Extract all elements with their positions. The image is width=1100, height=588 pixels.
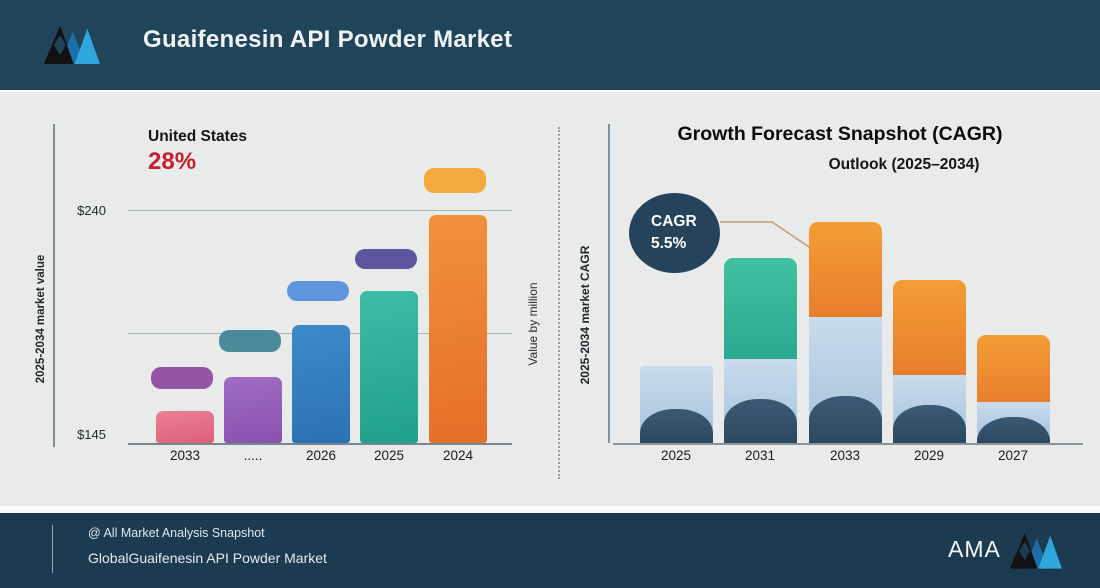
left-chart-highlight: 28% [148,148,197,175]
x-axis-label-2033: 2033 [169,448,201,463]
x-axis-label-2027: 2027 [997,448,1029,463]
left-chart-y-axis-line [53,124,55,447]
left-chart-floating-cap-2033 [151,367,213,390]
x-axis-label-2031: 2031 [744,448,776,463]
bar-2031-navy-segment [723,399,797,443]
right-chart-y-axis-label: 2025-2034 market CAGR [578,245,592,385]
left-chart-x-axis-line [128,443,512,445]
x-axis-label-2025: 2025 [373,448,405,463]
y-axis-tick-label: $240 [77,203,106,218]
cagr-badge-value: 5.5% [651,235,687,252]
panel-bottom-strip [0,506,1100,513]
bar-2029-orange-segment [892,280,966,375]
left-chart-floating-cap-2024 [424,168,486,193]
bar-2033-navy-segment [808,396,882,443]
footer-bar: @ All Market Analysis Snapshot GlobalGua… [0,513,1100,588]
cagr-badge-label: CAGR [651,213,697,231]
header-bar: Guaifenesin API Powder Market [0,0,1100,90]
x-axis-label-2033: 2033 [829,448,861,463]
bar-2033-orange-segment [808,222,882,317]
left-chart-floating-cap-2026 [287,281,349,301]
panel-divider-dotted-line [558,127,560,479]
footer-snapshot-text: @ All Market Analysis Snapshot [88,526,265,540]
right-chart-subtitle: Outlook (2025–2034) [828,156,980,173]
ama-footer-logo-icon [1009,533,1062,569]
footer-market-text: GlobalGuaifenesin API Powder Market [88,550,327,566]
footer-brand-text: AMA [948,536,1001,562]
bar-2027-orange-segment [976,335,1050,402]
left-chart-bar-2025 [360,290,418,443]
x-axis-label-2024: 2024 [442,448,474,463]
left-chart-floating-cap-..... [219,330,281,353]
y-axis-tick-label: $145 [77,427,106,442]
left-chart-y-axis-label: 2025-2034 market value [35,254,47,384]
cagr-badge: CAGR 5.5% [629,193,720,273]
bar-2027-navy-segment [976,417,1050,443]
right-chart-y-axis-line [608,124,610,443]
left-chart-bar-2026 [292,325,350,443]
x-axis-label-.....: ..... [243,448,263,463]
charts-panel: United States 28% 2025-2034 market value… [0,90,1100,513]
value-by-million-label: Value by million [526,282,540,366]
bar-2031-teal-segment [723,258,797,359]
left-chart-gridline [128,210,512,211]
left-chart-floating-cap-2025 [355,249,417,269]
ama-logo-icon [43,25,100,64]
left-chart-bar-2024 [429,214,487,443]
bar-2029-navy-segment [892,405,966,443]
left-chart-bar-..... [224,376,282,443]
x-axis-label-2025: 2025 [660,448,692,463]
page-title: Guaifenesin API Powder Market [143,26,513,53]
right-chart-x-axis-line [613,443,1083,445]
bar-2025-navy-segment [639,409,713,443]
footer-divider-line [52,525,53,573]
x-axis-label-2026: 2026 [305,448,337,463]
left-chart-bar-2033 [156,411,214,443]
right-chart-title: Growth Forecast Snapshot (CAGR) [677,123,1003,145]
left-chart-title: United States [148,128,248,145]
x-axis-label-2029: 2029 [913,448,945,463]
